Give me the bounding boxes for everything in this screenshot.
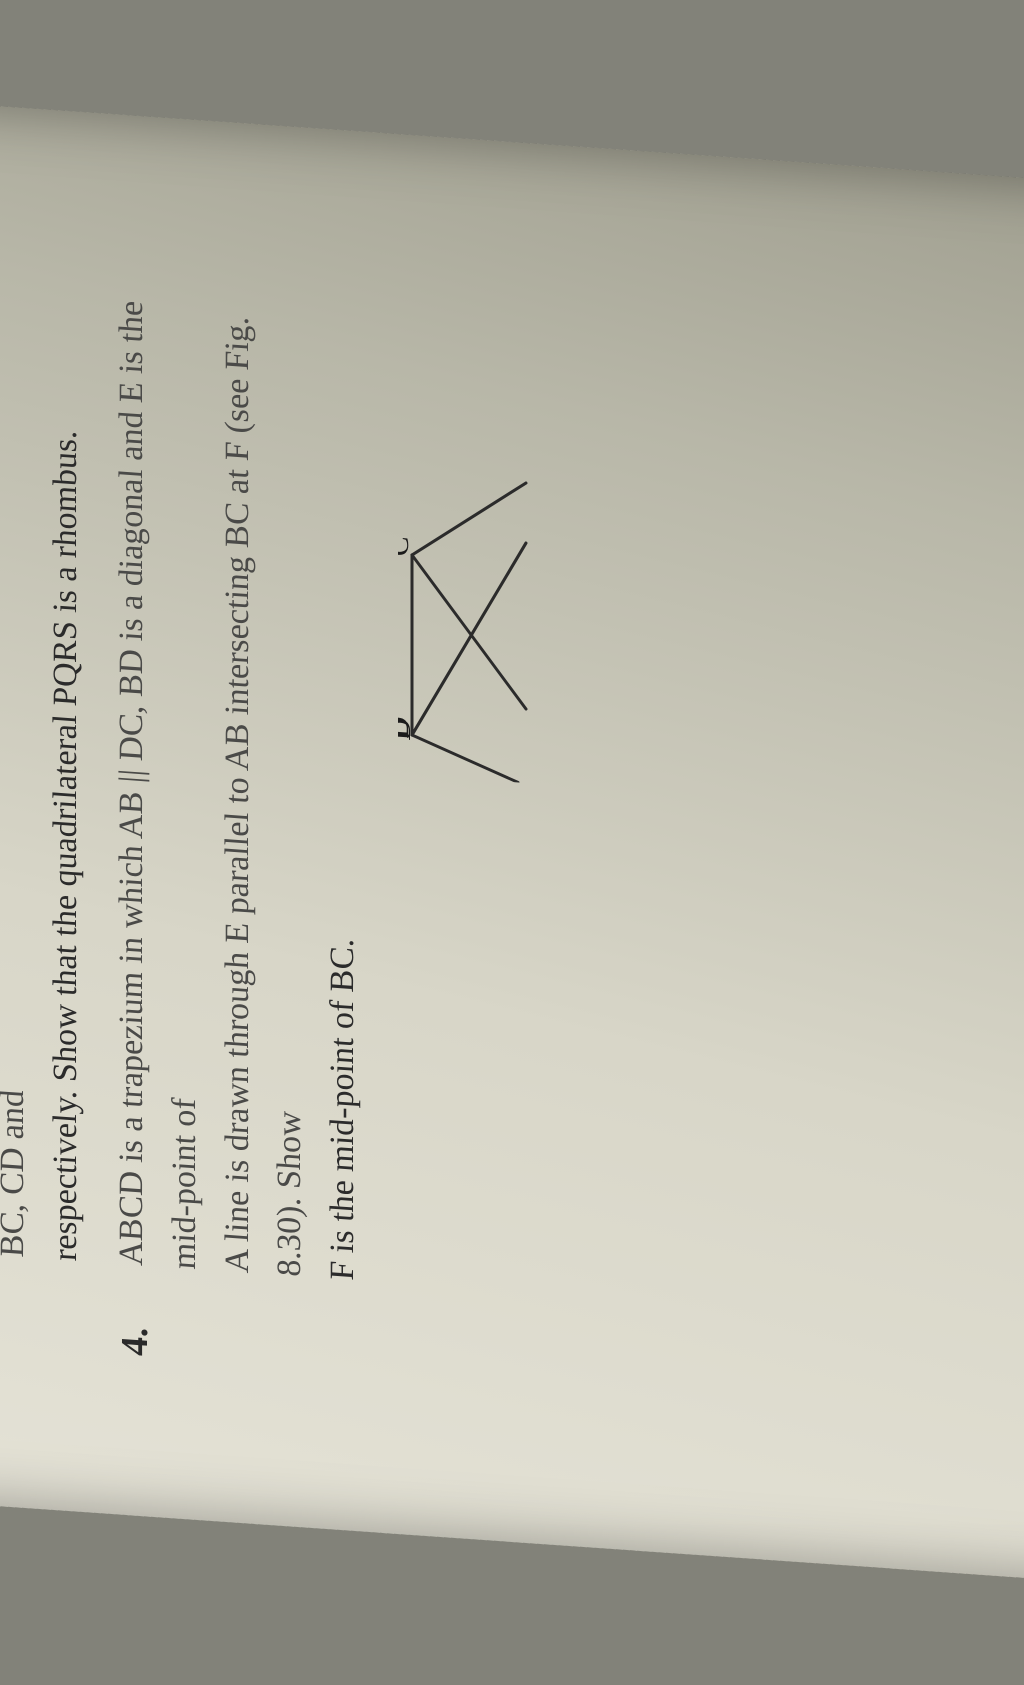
figure-8-30: DDC <box>398 274 555 785</box>
svg-text:D: D <box>398 715 415 739</box>
q4-number: 4. <box>106 1264 369 1372</box>
question-3: 3. ABCD is a rectangle and P, Q, R and S… <box>0 242 92 1353</box>
q4-line3: F is the mid-point of BC. <box>317 268 370 1282</box>
question-4: 4. ABCD is a trapezium in which AB || DC… <box>106 254 369 1372</box>
q4-line2: A line is drawn through E parallel to AB… <box>212 261 317 1278</box>
q3-line2: respectively. Show that the quadrilatera… <box>40 249 93 1263</box>
q3-number: 3. <box>0 1252 92 1353</box>
q3-line1: ABCD is a rectangle and P, Q, R and S ar… <box>0 242 40 1259</box>
q4-line1: ABCD is a trapezium in which AB || DC, B… <box>106 254 211 1271</box>
svg-text:C: C <box>398 535 415 557</box>
